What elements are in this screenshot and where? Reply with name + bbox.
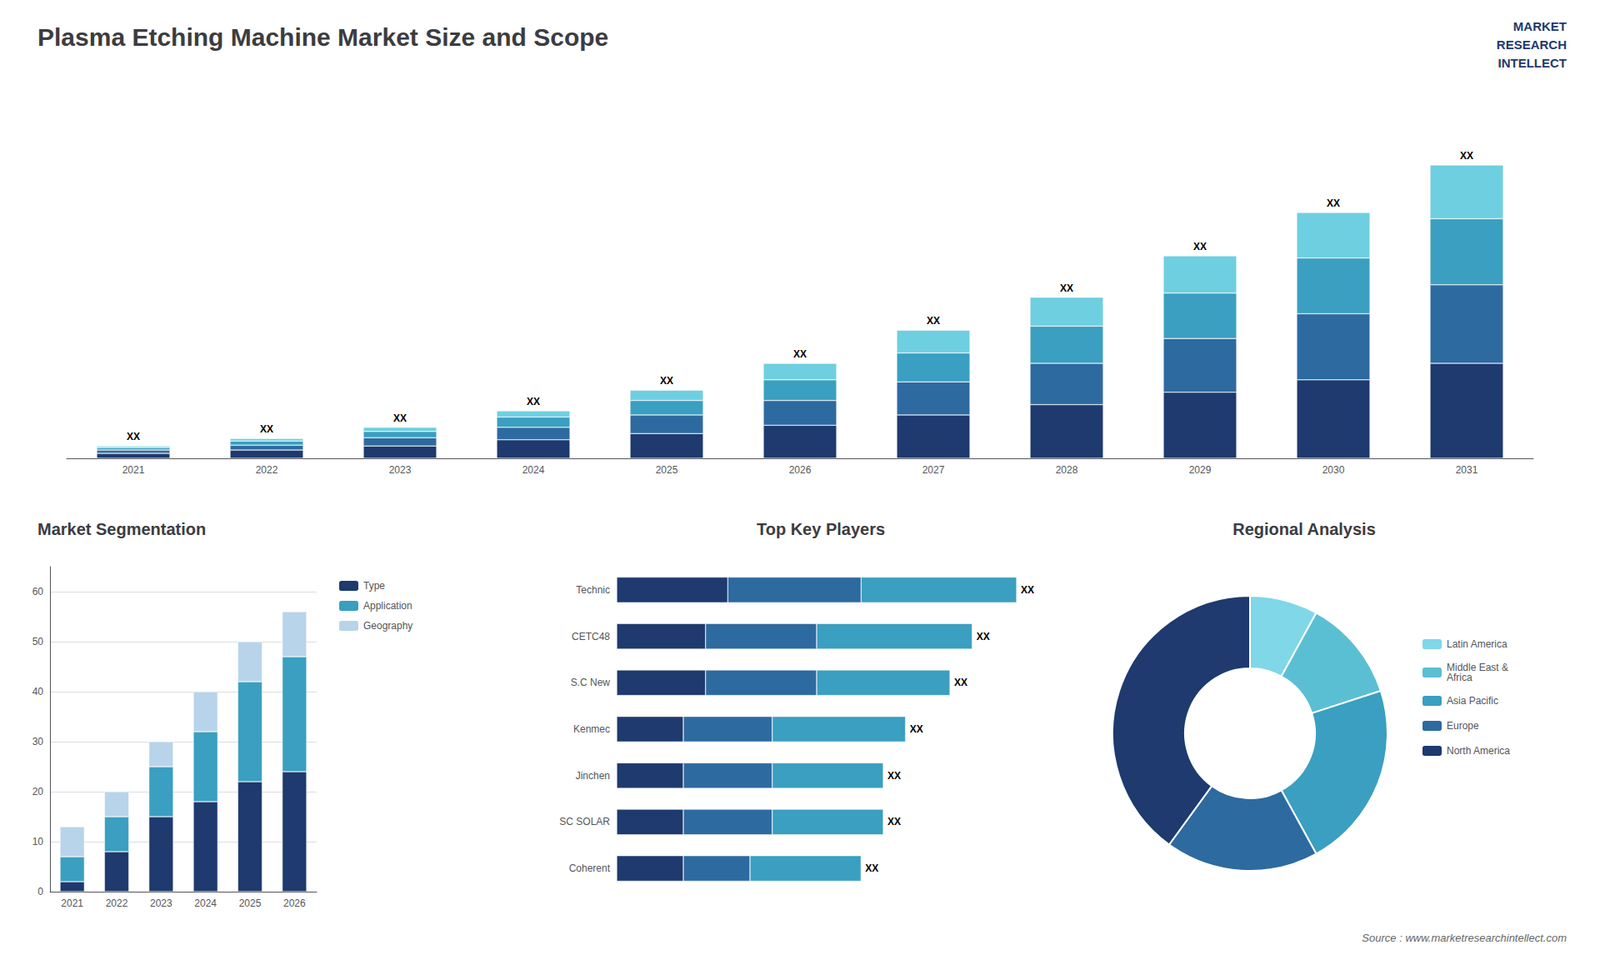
svg-text:2024: 2024 xyxy=(522,464,545,476)
svg-text:XX: XX xyxy=(1326,197,1340,210)
svg-text:Geography: Geography xyxy=(363,620,413,632)
svg-text:10: 10 xyxy=(32,835,45,848)
svg-text:Regional Analysis: Regional Analysis xyxy=(1232,520,1376,539)
svg-text:RESEARCH: RESEARCH xyxy=(1496,37,1567,52)
svg-text:20: 20 xyxy=(32,785,45,798)
svg-text:XX: XX xyxy=(1460,150,1474,162)
svg-text:CETC48: CETC48 xyxy=(571,630,610,643)
svg-text:Latin America: Latin America xyxy=(1446,638,1508,650)
svg-text:2023: 2023 xyxy=(389,464,412,476)
svg-text:Source : www.marketresearchint: Source : www.marketresearchintellect.com xyxy=(1361,931,1567,945)
svg-text:2021: 2021 xyxy=(60,897,84,910)
svg-text:0: 0 xyxy=(37,885,44,898)
svg-text:2022: 2022 xyxy=(255,464,279,476)
svg-text:60: 60 xyxy=(32,585,45,598)
svg-text:2025: 2025 xyxy=(239,897,262,910)
svg-text:Type: Type xyxy=(363,580,385,592)
svg-text:S.C New: S.C New xyxy=(570,676,611,689)
svg-text:2025: 2025 xyxy=(655,464,679,476)
svg-text:Coherent: Coherent xyxy=(569,862,611,875)
svg-text:2022: 2022 xyxy=(105,897,129,910)
svg-text:2026: 2026 xyxy=(789,464,812,476)
svg-text:XX: XX xyxy=(887,815,901,828)
svg-text:2027: 2027 xyxy=(922,464,945,476)
svg-text:XX: XX xyxy=(1020,584,1035,596)
svg-text:2021: 2021 xyxy=(122,464,145,476)
svg-text:XX: XX xyxy=(660,375,674,387)
svg-text:Technic: Technic xyxy=(575,584,610,596)
svg-text:INTELLECT: INTELLECT xyxy=(1498,55,1568,70)
svg-text:30: 30 xyxy=(32,735,45,748)
svg-text:2029: 2029 xyxy=(1189,464,1212,476)
svg-text:XX: XX xyxy=(126,430,140,443)
svg-text:2026: 2026 xyxy=(283,897,306,910)
svg-text:XX: XX xyxy=(954,676,968,689)
svg-text:XX: XX xyxy=(865,862,879,875)
svg-text:XX: XX xyxy=(393,412,407,425)
svg-text:XX: XX xyxy=(910,723,924,735)
svg-text:Asia Pacific: Asia Pacific xyxy=(1446,695,1499,707)
svg-text:XX: XX xyxy=(1060,282,1074,295)
svg-text:Application: Application xyxy=(363,600,413,612)
svg-text:50: 50 xyxy=(32,635,45,648)
svg-text:Jinchen: Jinchen xyxy=(575,770,610,782)
svg-text:Plasma Etching Machine Market: Plasma Etching Machine Market Size and S… xyxy=(37,23,609,51)
svg-text:XX: XX xyxy=(976,630,990,643)
svg-text:Africa: Africa xyxy=(1446,671,1473,684)
svg-text:2028: 2028 xyxy=(1055,464,1079,476)
svg-text:Middle East &: Middle East & xyxy=(1446,661,1509,674)
svg-text:XX: XX xyxy=(260,423,274,435)
svg-text:MARKET: MARKET xyxy=(1513,19,1567,34)
svg-text:XX: XX xyxy=(526,395,540,408)
svg-text:XX: XX xyxy=(926,315,940,327)
svg-text:2023: 2023 xyxy=(150,897,173,910)
svg-text:2031: 2031 xyxy=(1455,464,1479,476)
svg-text:2030: 2030 xyxy=(1322,464,1345,476)
svg-text:XX: XX xyxy=(1193,240,1207,253)
svg-text:Market Segmentation: Market Segmentation xyxy=(37,520,206,539)
svg-text:Top Key Players: Top Key Players xyxy=(756,520,885,539)
svg-text:Kenmec: Kenmec xyxy=(573,723,610,735)
svg-text:SC SOLAR: SC SOLAR xyxy=(559,815,610,828)
svg-text:XX: XX xyxy=(793,348,807,360)
svg-text:2024: 2024 xyxy=(194,897,217,910)
svg-text:North America: North America xyxy=(1446,745,1510,757)
svg-text:40: 40 xyxy=(32,685,45,698)
svg-text:Europe: Europe xyxy=(1446,720,1480,732)
svg-text:XX: XX xyxy=(887,770,901,782)
